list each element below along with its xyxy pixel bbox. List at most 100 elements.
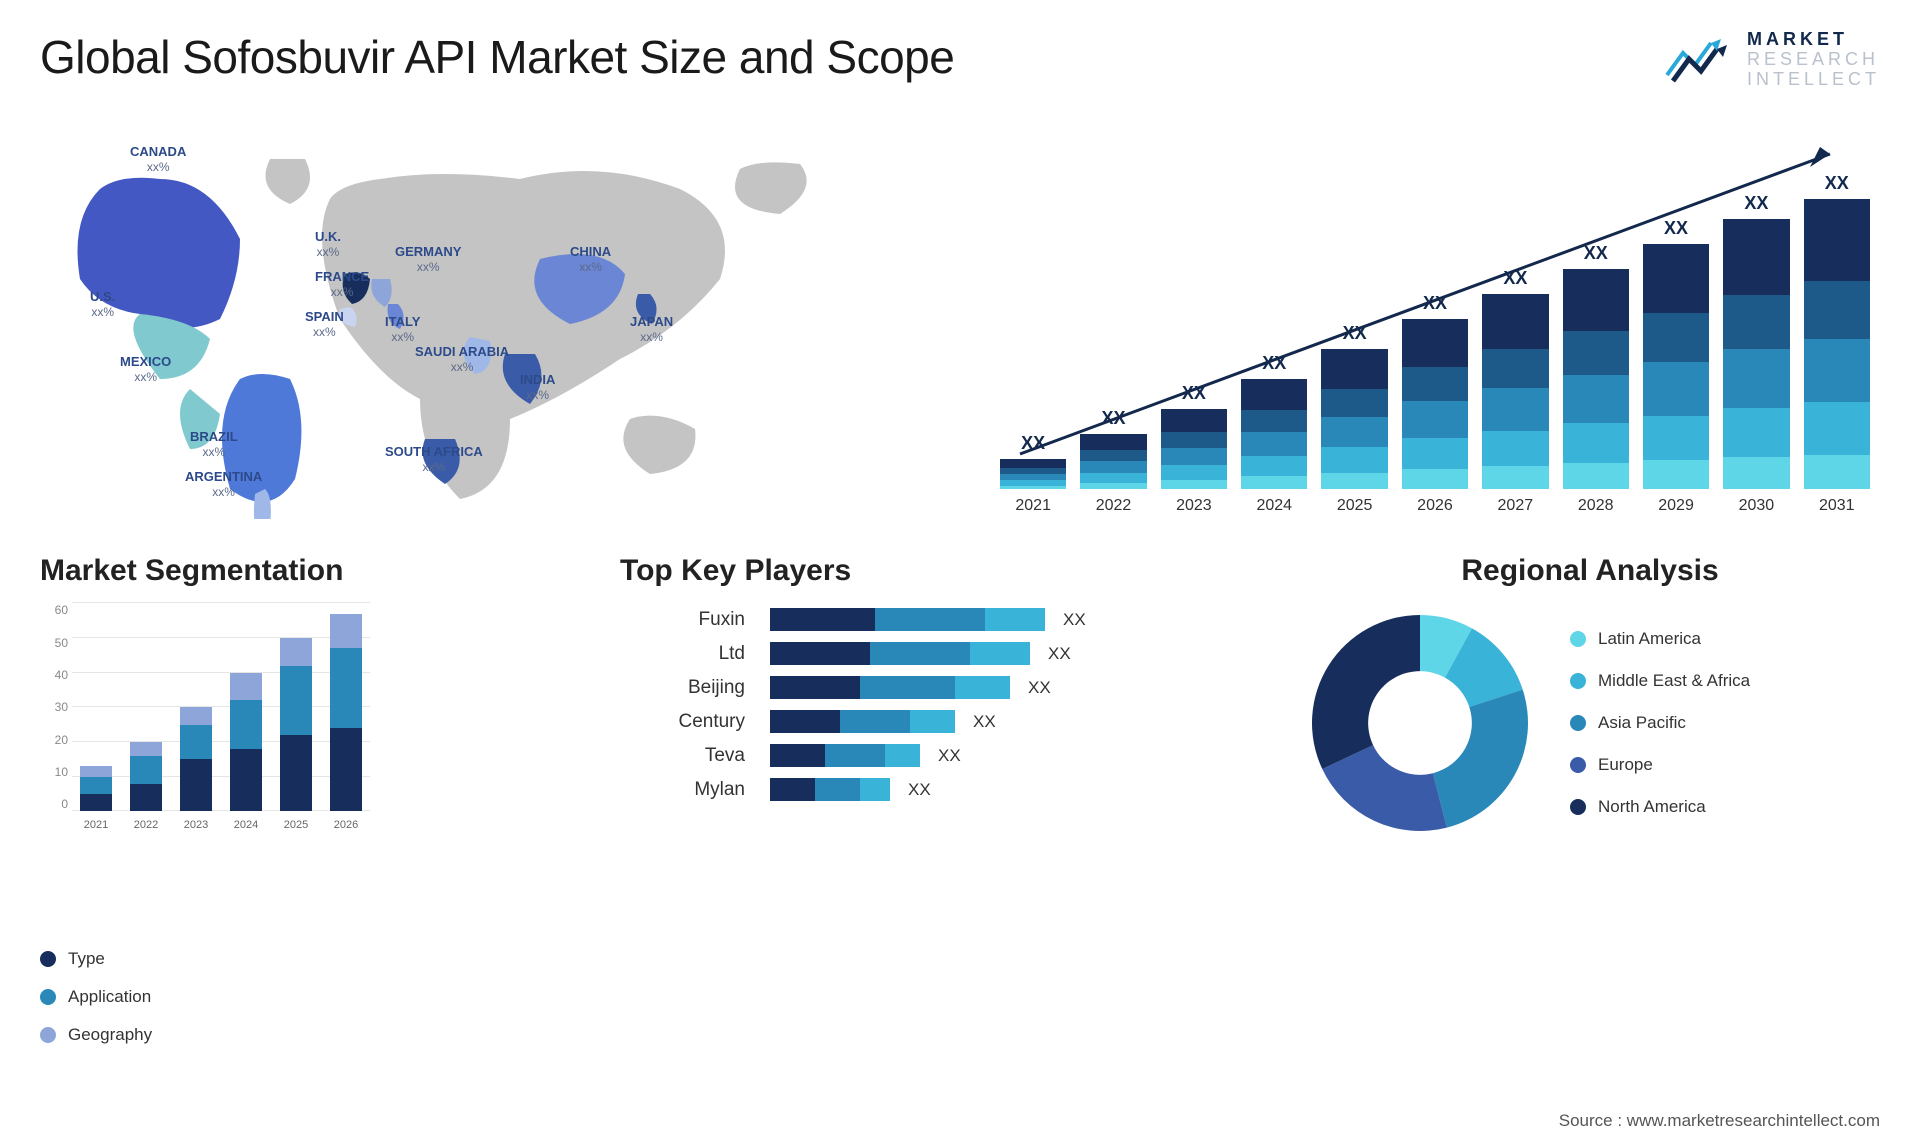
map-label: BRAZILxx% [190, 429, 238, 459]
page-title: Global Sofosbuvir API Market Size and Sc… [40, 30, 954, 84]
segmentation-chart: 6050403020100 202120222023202420252026 [40, 603, 370, 833]
player-row: Fuxin XX [620, 608, 1260, 631]
logo-line2: RESEARCH [1747, 50, 1880, 70]
main-bar-value: XX [1321, 323, 1387, 344]
main-bar: 2029XX [1643, 244, 1709, 489]
main-bar: 2023XX [1161, 409, 1227, 489]
player-value: XX [1028, 678, 1051, 698]
player-row: Ltd XX [620, 642, 1260, 665]
legend-item: Type [40, 949, 580, 969]
main-bar-chart: 2021XX2022XX2023XX2024XX2025XX2026XX2027… [990, 119, 1880, 519]
player-row: TevaXX [620, 744, 1260, 767]
main-bar-year: 2029 [1643, 497, 1709, 515]
player-name: Fuxin [620, 609, 770, 631]
regional-title: Regional Analysis [1300, 554, 1880, 588]
main-bar-value: XX [1804, 173, 1870, 194]
logo: MARKET RESEARCH INTELLECT [1665, 30, 1880, 89]
map-label: ITALYxx% [385, 314, 420, 344]
legend-item: Geography [40, 1025, 580, 1045]
main-bar-value: XX [1723, 193, 1789, 214]
main-bar-value: XX [1482, 268, 1548, 289]
main-bar-year: 2026 [1402, 497, 1468, 515]
legend-item: Application [40, 987, 580, 1007]
logo-mark [1665, 35, 1735, 85]
main-bar: 2025XX [1321, 349, 1387, 489]
seg-bar: 2021 [80, 766, 112, 811]
player-name: Mylan [620, 779, 770, 801]
map-label: GERMANYxx% [395, 244, 461, 274]
main-bar-value: XX [1402, 293, 1468, 314]
donut-slice [1433, 690, 1528, 828]
main-bar: 2024XX [1241, 379, 1307, 489]
main-bar: 2030XX [1723, 219, 1789, 489]
legend-item: North America [1570, 797, 1750, 817]
main-bar-value: XX [1000, 433, 1066, 454]
main-bar-value: XX [1161, 383, 1227, 404]
main-bar-year: 2022 [1080, 497, 1146, 515]
main-bar-year: 2021 [1000, 497, 1066, 515]
logo-line1: MARKET [1747, 30, 1880, 50]
player-value: XX [1063, 610, 1086, 630]
seg-bar: 2023 [180, 707, 212, 811]
main-bar-year: 2028 [1563, 497, 1629, 515]
player-row: Beijing XX [620, 676, 1260, 699]
map-label: CANADAxx% [130, 144, 186, 174]
main-bar-year: 2025 [1321, 497, 1387, 515]
legend-item: Asia Pacific [1570, 713, 1750, 733]
world-map-panel: CANADAxx% U.S.xx% MEXICOxx% BRAZILxx% ARGENT… [40, 119, 960, 519]
main-bar: 2026XX [1402, 319, 1468, 489]
main-bar-value: XX [1080, 408, 1146, 429]
main-bar-value: XX [1563, 243, 1629, 264]
map-label: SAUDI ARABIAxx% [415, 344, 509, 374]
main-bar: 2031XX [1804, 199, 1870, 489]
seg-bar-year: 2023 [180, 819, 212, 831]
key-players-section: Top Key Players FuxinXXLtdXXBeijingXXCen… [620, 554, 1260, 1045]
map-label: U.K.xx% [315, 229, 341, 259]
legend-item: Latin America [1570, 629, 1750, 649]
map-label: ARGENTINAxx% [185, 469, 262, 499]
legend-item: Europe [1570, 755, 1750, 775]
player-row: CenturyXX [620, 710, 1260, 733]
main-bar: 2022XX [1080, 434, 1146, 489]
player-value: XX [908, 780, 931, 800]
main-bar-year: 2030 [1723, 497, 1789, 515]
player-name: Teva [620, 745, 770, 767]
map-label: JAPANxx% [630, 314, 673, 344]
map-label: FRANCExx% [315, 269, 369, 299]
map-label: U.S.xx% [90, 289, 115, 319]
regional-legend: Latin America Middle East & Africa Asia Pa… [1570, 629, 1750, 817]
regional-donut [1300, 603, 1540, 843]
map-label: MEXICOxx% [120, 354, 171, 384]
player-row: Mylan XX [620, 778, 1260, 801]
player-name: Ltd [620, 643, 770, 665]
seg-bar: 2024 [230, 673, 262, 812]
map-label: INDIAxx% [520, 372, 555, 402]
main-bar-value: XX [1241, 353, 1307, 374]
player-name: Beijing [620, 677, 770, 699]
player-name: Century [620, 711, 770, 733]
world-map [40, 119, 960, 519]
legend-item: Middle East & Africa [1570, 671, 1750, 691]
seg-bar-year: 2025 [280, 819, 312, 831]
player-value: XX [1048, 644, 1071, 664]
donut-slice [1312, 615, 1420, 769]
seg-bar-year: 2026 [330, 819, 362, 831]
main-bar-year: 2027 [1482, 497, 1548, 515]
regional-section: Regional Analysis Latin America Middle Ea… [1300, 554, 1880, 1045]
map-label: SPAINxx% [305, 309, 344, 339]
main-bar: 2021XX [1000, 459, 1066, 489]
segmentation-legend: Type Application Geography [40, 914, 580, 1045]
main-bar: 2027XX [1482, 294, 1548, 489]
map-label: CHINAxx% [570, 244, 611, 274]
seg-bar: 2026 [330, 614, 362, 812]
seg-bar: 2022 [130, 742, 162, 811]
seg-bar-year: 2022 [130, 819, 162, 831]
seg-bar: 2025 [280, 638, 312, 811]
main-bar-year: 2024 [1241, 497, 1307, 515]
main-bar: 2028XX [1563, 269, 1629, 489]
segmentation-section: Market Segmentation 6050403020100 202120… [40, 554, 580, 1045]
seg-bar-year: 2024 [230, 819, 262, 831]
logo-line3: INTELLECT [1747, 70, 1880, 90]
seg-bar-year: 2021 [80, 819, 112, 831]
main-bar-value: XX [1643, 218, 1709, 239]
